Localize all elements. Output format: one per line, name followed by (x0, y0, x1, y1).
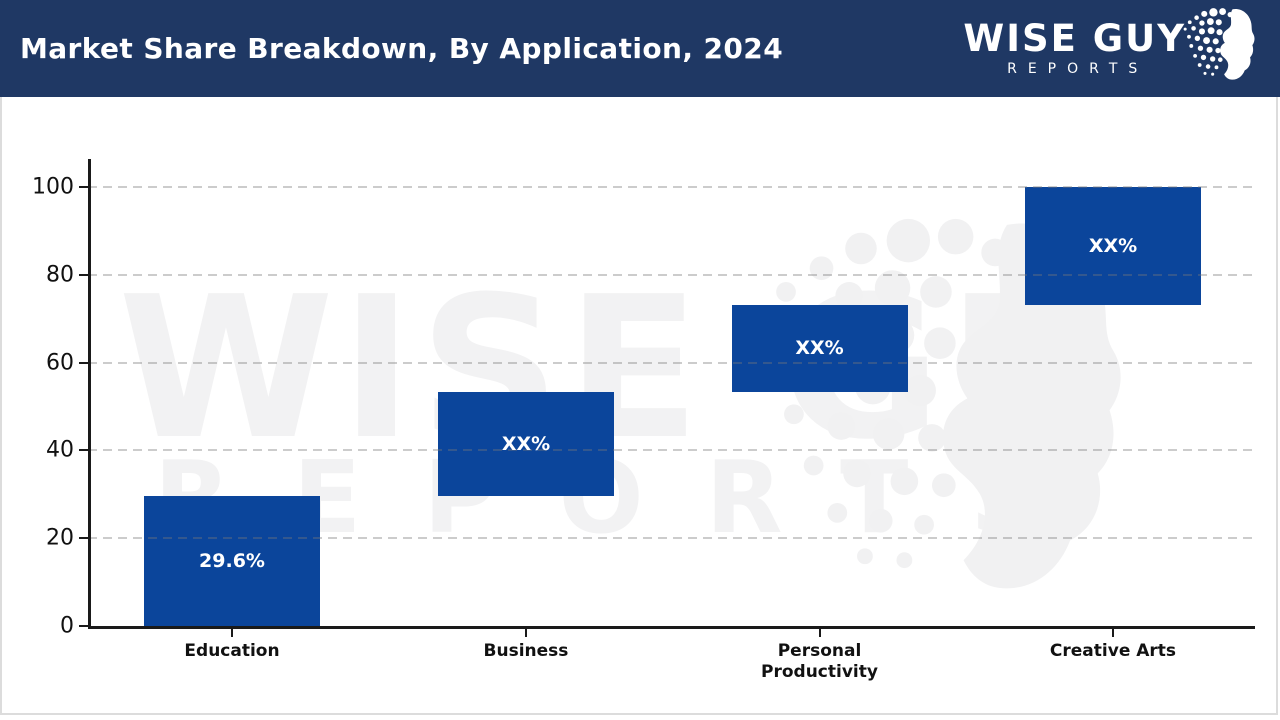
y-axis-tick-label: 40 (46, 437, 74, 463)
x-axis-tick (525, 628, 527, 637)
brand-wordmark: WISE GUY REPORTS (963, 20, 1186, 77)
gridline-y20 (88, 537, 1255, 540)
x-axis-tick (1112, 628, 1114, 637)
bar-personal-productivity (731, 305, 908, 392)
gridline-y40 (88, 449, 1255, 452)
x-axis-tick (818, 628, 821, 637)
y-axis-tick-label: 100 (32, 174, 74, 200)
bar-value-label-personal-productivity: XX% (795, 337, 844, 360)
brand-logo: WISE GUY REPORTS (963, 7, 1258, 91)
bar-education (144, 496, 320, 626)
y-axis-tick (79, 449, 88, 452)
x-axis-line (88, 626, 1255, 629)
x-axis-category-personal-productivity: Personal Productivity (761, 641, 878, 683)
y-axis-tick-label: 60 (46, 350, 74, 376)
bar-creative-arts (1025, 187, 1201, 306)
y-axis-tick (79, 625, 88, 627)
y-axis-line (88, 159, 91, 629)
y-axis-tick (79, 537, 88, 540)
chart-title: Market Share Breakdown, By Application, … (20, 32, 784, 65)
bar-business (438, 391, 614, 497)
x-axis-category-business: Business (483, 641, 569, 661)
waterfall-chart: 0 20 40 60 80 100 29.6% Education XX% Business XX%… (2, 97, 1276, 713)
y-axis-tick (79, 186, 88, 188)
x-axis-category-creative-arts: Creative Arts (1049, 641, 1177, 661)
gridline-y60 (88, 361, 1255, 364)
bar-value-label-education: 29.6% (199, 550, 265, 573)
header-bar: Market Share Breakdown, By Application, … (0, 0, 1280, 97)
wise-guy-face-icon (1183, 7, 1255, 80)
y-axis-tick-label: 0 (60, 613, 74, 639)
x-axis-tick (231, 628, 233, 637)
y-axis-tick-label: 80 (46, 262, 74, 288)
y-axis-tick (79, 361, 88, 364)
chart-card: WISE GU REPORTS 0 20 40 60 80 100 29.6% Educati… (0, 97, 1278, 715)
bar-value-label-business: XX% (501, 432, 551, 455)
x-axis-category-education: Education (184, 641, 280, 661)
brand-name-text: WISE GUY (963, 17, 1186, 61)
gridline-y100 (88, 186, 1255, 188)
gridline-y80 (88, 273, 1255, 276)
bar-value-label-creative-arts: XX% (1088, 235, 1138, 258)
y-axis-tick-label: 20 (46, 525, 74, 551)
brand-subname-text: REPORTS (1007, 60, 1149, 77)
y-axis-tick (79, 273, 88, 276)
